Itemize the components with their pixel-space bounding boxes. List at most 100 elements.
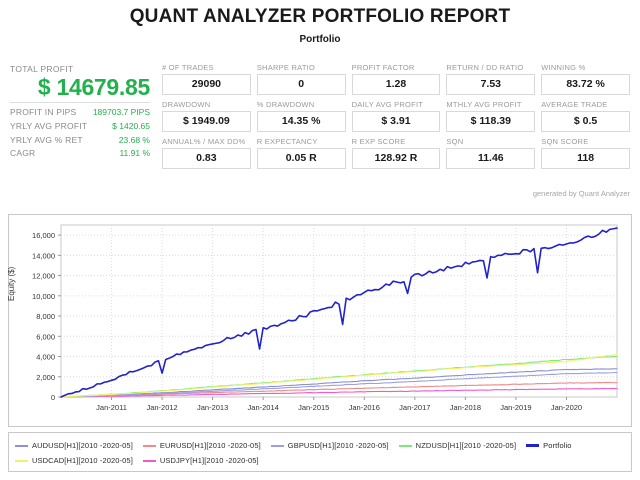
generated-by-note: generated by Quant Analyzer xyxy=(532,189,630,198)
legend-item[interactable]: USDJPY[H1][2010 -2020-05] xyxy=(142,456,259,465)
summary-divider xyxy=(10,102,150,104)
svg-text:Jan-2016: Jan-2016 xyxy=(349,403,380,412)
total-profit-value: $ 14679.85 xyxy=(37,74,150,100)
metric-label: SQN xyxy=(446,137,464,146)
metric-cell: DRAWDOWN $ 1949.09 xyxy=(162,100,251,132)
legend-label: NZDUSD[H1][2010 -2020-05] xyxy=(415,441,517,450)
legend-label: USDCAD[H1][2010 -2020-05] xyxy=(32,456,133,465)
svg-text:Jan-2011: Jan-2011 xyxy=(96,403,127,412)
legend-label: USDJPY[H1][2010 -2020-05] xyxy=(159,456,259,465)
metric-value: 14.35 % xyxy=(256,111,346,132)
summary-row-value: $ 1420.65 xyxy=(112,120,150,131)
metric-label: SQN SCORE xyxy=(541,137,589,146)
svg-text:Jan-2018: Jan-2018 xyxy=(450,403,481,412)
summary-row: CAGR 11.91 % xyxy=(10,147,150,161)
series-line xyxy=(60,371,618,398)
legend-item[interactable]: EURUSD[H1][2010 -2020-05] xyxy=(142,441,261,450)
legend-row: AUDUSD[H1][2010 -2020-05] EURUSD[H1][2010… xyxy=(15,438,625,453)
metric-row: DRAWDOWN $ 1949.09% DRAWDOWN 14.35 % DAILY … xyxy=(162,100,630,132)
metric-cell: SHARPE RATIO 0 xyxy=(256,63,346,95)
total-profit-summary: TOTAL PROFIT $ 14679.85 PROFIT IN PIPS 18… xyxy=(10,64,150,161)
metric-value: 118 xyxy=(541,148,630,169)
svg-text:6,000: 6,000 xyxy=(36,332,55,341)
metric-value: $ 1949.09 xyxy=(162,111,251,132)
legend-label: EURUSD[H1][2010 -2020-05] xyxy=(159,441,261,450)
svg-text:12,000: 12,000 xyxy=(32,272,55,281)
metric-label: R EXP SCORE xyxy=(351,137,406,146)
legend-label: AUDUSD[H1][2010 -2020-05] xyxy=(32,441,133,450)
metric-label: PROFIT FACTOR xyxy=(351,63,415,72)
metric-cell: R EXPECTANCY 0.05 R xyxy=(256,137,346,169)
svg-text:Jan-2014: Jan-2014 xyxy=(248,403,279,412)
summary-row-label: YRLY AVG PROFIT xyxy=(10,120,88,131)
metric-label: ANNUAL% / MAX DD% xyxy=(162,137,246,146)
svg-text:Jan-2012: Jan-2012 xyxy=(146,403,177,412)
metric-label: R EXPECTANCY xyxy=(256,137,318,146)
series-line xyxy=(60,227,618,398)
metric-cell: PROFIT FACTOR 1.28 xyxy=(351,63,441,95)
svg-text:Jan-2013: Jan-2013 xyxy=(197,403,228,412)
metric-label: MTHLY AVG PROFIT xyxy=(446,100,522,109)
legend-color-swatch xyxy=(526,444,540,447)
page-title: QUANT ANALYZER PORTFOLIO REPORT xyxy=(129,6,511,27)
legend-color-swatch xyxy=(270,444,284,447)
svg-text:Jan-2015: Jan-2015 xyxy=(298,403,329,412)
svg-text:8,000: 8,000 xyxy=(36,312,55,321)
metric-label: # OF TRADES xyxy=(162,63,214,72)
svg-text:Jan-2017: Jan-2017 xyxy=(399,403,430,412)
summary-row-label: YRLY AVG % RET xyxy=(10,134,83,145)
equity-chart-panel: Equity ($) 0 2,000 4,000 6,000 8,000 10,000 12… xyxy=(7,214,632,427)
legend-label: Portfolio xyxy=(543,441,572,450)
legend-item[interactable]: Portfolio xyxy=(526,441,571,450)
svg-text:16,000: 16,000 xyxy=(32,231,55,240)
legend-item[interactable]: GBPUSD[H1][2010 -2020-05] xyxy=(270,441,389,450)
metric-value: $ 118.39 xyxy=(446,111,536,132)
summary-row-value: 189703.7 PIPS xyxy=(92,107,150,118)
metric-label: SHARPE RATIO xyxy=(256,63,316,72)
legend-color-swatch xyxy=(15,444,28,447)
summary-row-list: PROFIT IN PIPS 189703.7 PIPS YRLY AVG PROF… xyxy=(10,106,150,161)
series-line xyxy=(60,387,618,398)
metric-label: RETURN / DD RATIO xyxy=(446,63,524,72)
metric-cell: RETURN / DD RATIO 7.53 xyxy=(446,63,536,95)
metric-cell: WINNING % 83.72 % xyxy=(541,63,630,95)
metric-cell: R EXP SCORE 128.92 R xyxy=(351,137,441,169)
series-line xyxy=(60,368,618,398)
summary-row-value: 11.91 % xyxy=(119,148,150,159)
legend-row: USDCAD[H1][2010 -2020-05] USDJPY[H1][2010… xyxy=(15,453,625,468)
metric-value: 0 xyxy=(256,74,346,95)
legend-item[interactable]: USDCAD[H1][2010 -2020-05] xyxy=(15,456,133,465)
legend-item[interactable]: NZDUSD[H1][2010 -2020-05] xyxy=(398,441,517,450)
metric-value: 1.28 xyxy=(351,74,441,95)
metric-cell: AVERAGE TRADE $ 0.5 xyxy=(541,100,630,132)
legend-color-swatch xyxy=(142,459,156,462)
legend-item[interactable]: AUDUSD[H1][2010 -2020-05] xyxy=(15,441,133,450)
page-subtitle: Portfolio xyxy=(299,34,341,45)
equity-curve-chart: 0 2,000 4,000 6,000 8,000 10,000 12,000 14,000 1… xyxy=(32,224,618,412)
series-line xyxy=(60,353,618,398)
metric-cell: MTHLY AVG PROFIT $ 118.39 xyxy=(446,100,536,132)
metric-cell: DAILY AVG PROFIT $ 3.91 xyxy=(351,100,441,132)
metric-value: 29090 xyxy=(162,74,251,95)
metric-cell: # OF TRADES 29090 xyxy=(162,63,251,95)
svg-text:0: 0 xyxy=(51,393,55,402)
metric-value: 128.92 R xyxy=(351,148,441,169)
metric-cell: % DRAWDOWN 14.35 % xyxy=(256,100,346,132)
svg-text:Jan-2020: Jan-2020 xyxy=(551,403,582,412)
summary-row: PROFIT IN PIPS 189703.7 PIPS xyxy=(10,106,150,120)
metrics-grid: # OF TRADES 29090 SHARPE RATIO 0 PROFIT FACT… xyxy=(162,63,630,174)
metric-label: WINNING % xyxy=(541,63,586,72)
metric-label: AVERAGE TRADE xyxy=(541,100,608,109)
metric-value: $ 0.5 xyxy=(541,111,630,132)
legend-color-swatch xyxy=(142,444,156,447)
legend-color-swatch xyxy=(15,459,28,462)
svg-text:2,000: 2,000 xyxy=(36,373,55,382)
metric-row: # OF TRADES 29090 SHARPE RATIO 0 PROFIT FACT… xyxy=(162,63,630,95)
metric-label: DAILY AVG PROFIT xyxy=(351,100,424,109)
chart-legend: AUDUSD[H1][2010 -2020-05] EURUSD[H1][2010… xyxy=(8,432,632,472)
svg-text:14,000: 14,000 xyxy=(32,251,55,260)
metric-cell: SQN SCORE 118 xyxy=(541,137,630,169)
metric-label: DRAWDOWN xyxy=(162,100,211,109)
